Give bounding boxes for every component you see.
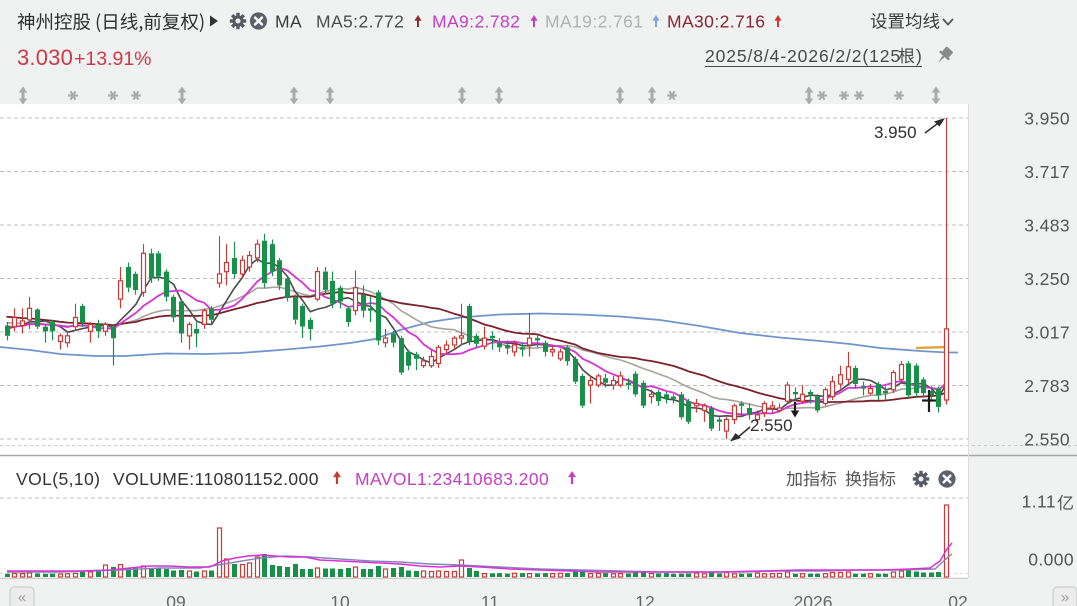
svg-text:2.550: 2.550 — [750, 416, 793, 435]
svg-text:3.250: 3.250 — [1024, 269, 1070, 289]
svg-text:MA: MA — [275, 12, 302, 32]
svg-text:»: » — [1061, 589, 1069, 606]
svg-text:): ) — [916, 46, 922, 66]
svg-text:VOL(5,10): VOL(5,10) — [16, 469, 100, 489]
svg-text:2.783: 2.783 — [1024, 376, 1070, 396]
svg-text:«: « — [18, 589, 26, 606]
svg-text:3.950: 3.950 — [1024, 109, 1070, 129]
svg-text:MA30:2.716: MA30:2.716 — [667, 12, 765, 32]
svg-text:3.717: 3.717 — [1024, 162, 1070, 182]
svg-text:MA19:2.761: MA19:2.761 — [545, 12, 643, 32]
svg-text:MA9:2.782: MA9:2.782 — [432, 12, 520, 32]
svg-text:12: 12 — [635, 592, 654, 606]
svg-text:3.030: 3.030 — [17, 45, 73, 70]
svg-text:+13.91%: +13.91% — [74, 48, 152, 70]
svg-text:10: 10 — [330, 592, 350, 606]
svg-text:2026: 2026 — [794, 592, 833, 606]
svg-text:MA5:2.772: MA5:2.772 — [316, 12, 404, 32]
svg-text:02: 02 — [948, 592, 967, 606]
svg-text:0.000: 0.000 — [1028, 550, 1074, 570]
svg-text:3.950: 3.950 — [874, 123, 917, 142]
svg-text:MAVOL1:23410683.200: MAVOL1:23410683.200 — [355, 469, 549, 489]
svg-text:1.11: 1.11 — [1022, 492, 1056, 512]
svg-text:09: 09 — [166, 592, 185, 606]
svg-text:2.550: 2.550 — [1024, 430, 1070, 450]
svg-text:2025/8/4-2026/2/2(125: 2025/8/4-2026/2/2(125 — [705, 46, 901, 66]
svg-text:11: 11 — [481, 592, 499, 606]
svg-text:3.017: 3.017 — [1024, 323, 1070, 343]
svg-text:3.483: 3.483 — [1024, 216, 1070, 236]
svg-text:VOLUME:110801152.000: VOLUME:110801152.000 — [113, 469, 319, 489]
